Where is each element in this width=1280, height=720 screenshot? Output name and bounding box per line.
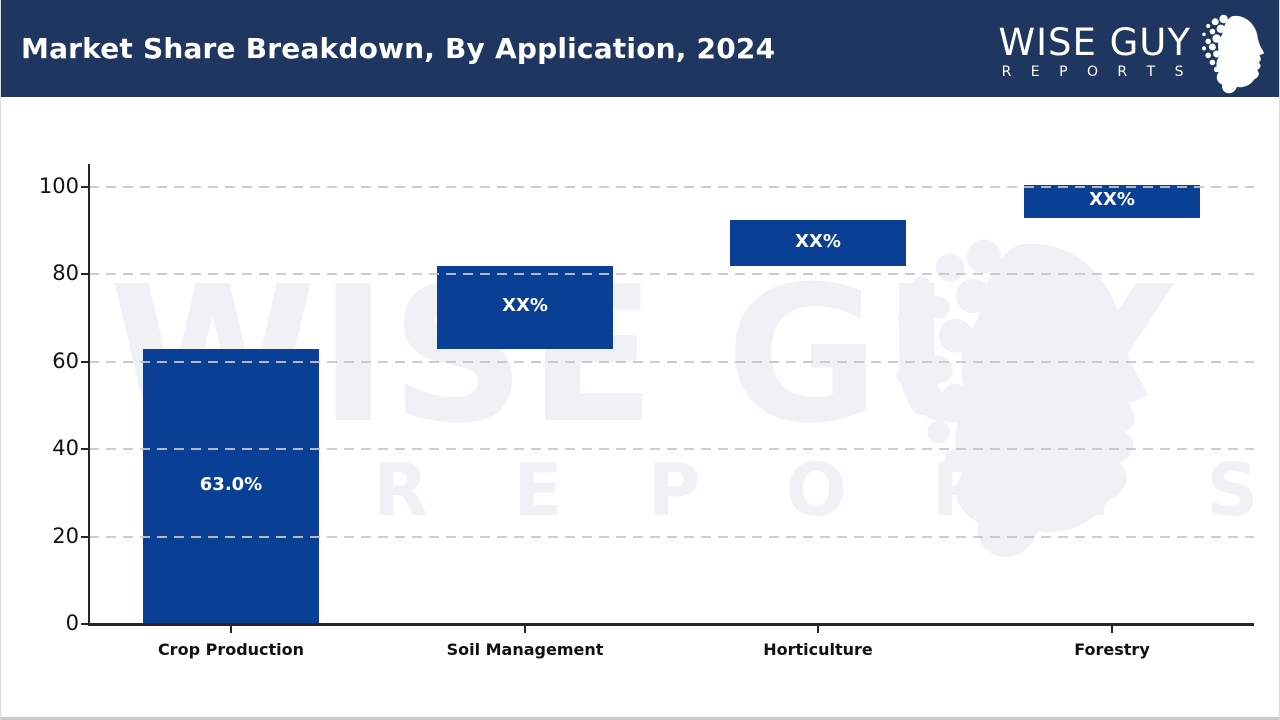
gridline (89, 186, 1254, 188)
x-category-label: Soil Management (446, 640, 604, 659)
bar-horticulture (730, 220, 906, 266)
y-tick-mark (81, 623, 89, 625)
y-tick-label: 100 (38, 174, 79, 198)
wise-guy-logo: WISE GUY R E P O R T S (999, 6, 1269, 94)
bar-value-label: XX% (795, 230, 841, 252)
x-category-label: Forestry (1074, 640, 1150, 659)
y-tick-label: 80 (52, 261, 79, 286)
bar-value-label: 63.0% (199, 474, 263, 496)
bar-crop-production (143, 348, 319, 624)
gridline (89, 360, 1254, 363)
y-tick-label: 20 (52, 523, 79, 548)
y-tick-label: 60 (52, 348, 79, 373)
y-tick-mark (81, 186, 89, 188)
y-tick-mark (81, 448, 89, 451)
y-tick-label: 40 (52, 436, 79, 461)
logo-subtext: R E P O R T S (1001, 64, 1191, 80)
gridline (89, 273, 1254, 276)
logo-head-icon (1201, 14, 1265, 94)
x-tick-mark (1111, 626, 1113, 633)
bottom-border (1, 717, 1279, 720)
y-tick-mark (81, 535, 89, 538)
bar-value-label: XX% (502, 295, 548, 317)
x-tick-mark (230, 626, 232, 633)
bar-value-label: XX% (1089, 189, 1135, 211)
y-tick-mark (81, 273, 89, 276)
y-tick-label: 0 (65, 611, 79, 635)
bar-soil-management (437, 265, 613, 349)
gridline (89, 448, 1254, 451)
title-bar: Market Share Breakdown, By Application, … (1, 0, 1279, 97)
x-category-label: Crop Production (157, 640, 305, 659)
y-tick-mark (81, 360, 89, 363)
logo-wordmark: WISE GUY (998, 21, 1191, 64)
x-tick-mark (524, 626, 526, 633)
chart-title: Market Share Breakdown, By Application, … (21, 32, 776, 65)
watermark-head-icon (896, 239, 1149, 558)
logo-text: WISE GUY R E P O R T S (999, 24, 1191, 80)
x-axis-line (89, 623, 1254, 626)
x-category-label: Horticulture (763, 640, 873, 659)
bar-forestry (1024, 184, 1200, 218)
x-tick-mark (817, 626, 819, 633)
gridline (89, 535, 1254, 538)
y-axis-line (88, 164, 90, 626)
